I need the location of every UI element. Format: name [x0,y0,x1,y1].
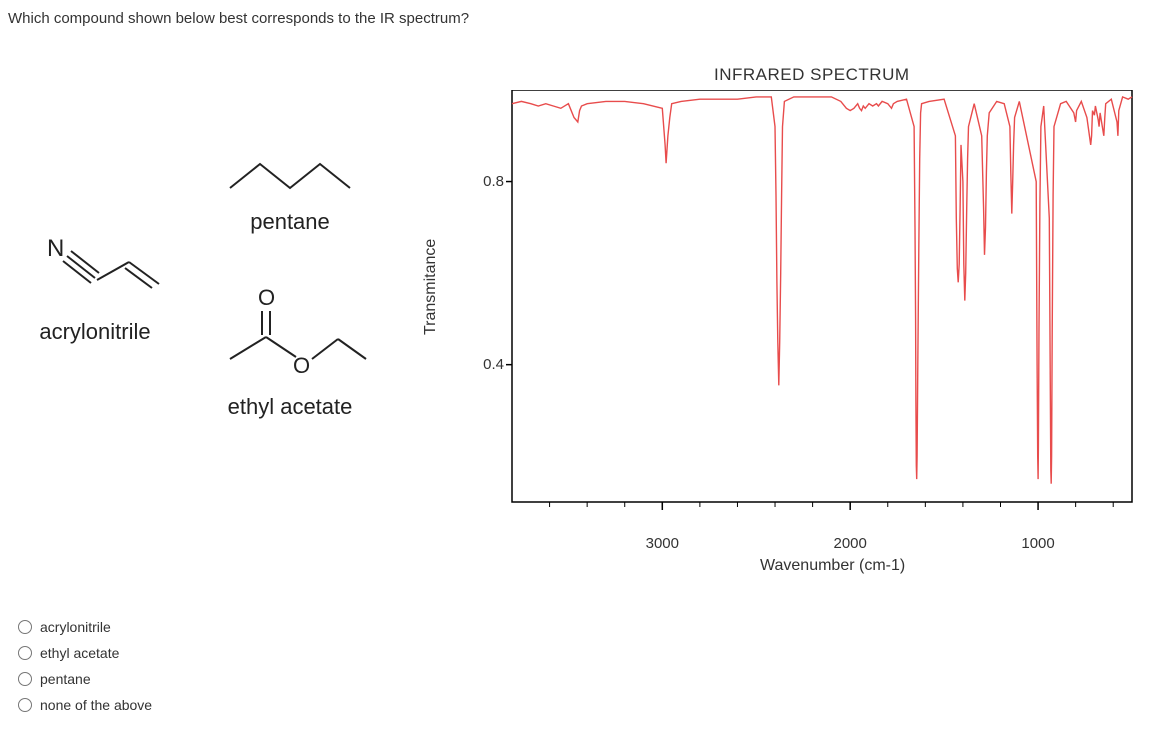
radio-ethyl-acetate[interactable] [18,646,32,660]
ethyl-acetate-svg: O O [210,285,370,385]
oxygen-atom-label-1: O [258,285,275,310]
acrylonitrile-svg: N [25,230,165,310]
chart-title: INFRARED SPECTRUM [714,65,910,85]
question-text: Which compound shown below best correspo… [8,10,469,27]
option-label: pentane [40,671,91,687]
option-label: ethyl acetate [40,645,119,661]
option-ethyl-acetate[interactable]: ethyl acetate [18,645,152,661]
option-pentane[interactable]: pentane [18,671,152,687]
y-tick-label: 0.4 [474,356,504,373]
y-tick-label: 0.8 [474,173,504,190]
radio-acrylonitrile[interactable] [18,620,32,634]
structure-acrylonitrile: N acrylonitrile [25,230,165,345]
option-acrylonitrile[interactable]: acrylonitrile [18,619,152,635]
option-label: acrylonitrile [40,619,111,635]
x-tick-label: 1000 [1008,535,1068,552]
ir-spectrum-chart: Transmitance Wavenumber (cm-1) 0.40.8 30… [440,90,1140,570]
spectrum-svg [440,90,1140,530]
option-none[interactable]: none of the above [18,697,152,713]
x-tick-label: 3000 [632,535,692,552]
y-axis-label: Transmitance [422,239,440,335]
structure-pentane: pentane [220,150,360,235]
acrylonitrile-label: acrylonitrile [25,319,165,345]
structure-ethyl-acetate: O O ethyl acetate [210,285,370,420]
pentane-label: pentane [220,209,360,235]
ethyl-acetate-label: ethyl acetate [210,394,370,420]
radio-none[interactable] [18,698,32,712]
answer-options: acrylonitrile ethyl acetate pentane none… [18,619,152,723]
pentane-svg [220,150,360,200]
radio-pentane[interactable] [18,672,32,686]
nitrogen-atom-label: N [47,235,64,262]
option-label: none of the above [40,697,152,713]
x-tick-label: 2000 [820,535,880,552]
structures-panel: N acrylonitrile pentane O [20,150,400,470]
oxygen-atom-label-2: O [293,353,310,378]
x-axis-label: Wavenumber (cm-1) [760,557,905,575]
